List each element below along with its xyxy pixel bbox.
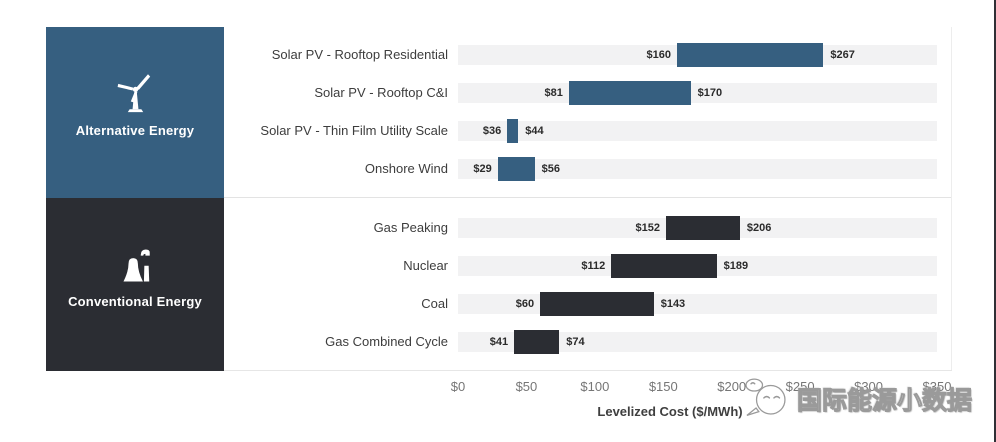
cartoon-face-logo-icon: [742, 375, 794, 424]
min-value-label: $29: [473, 163, 492, 176]
row-label: Gas Combined Cycle: [325, 334, 448, 350]
bar-track: [458, 121, 937, 142]
watermark: 国际能源小数据: [742, 375, 973, 424]
range-bar: [540, 292, 654, 317]
row-label: Solar PV - Thin Film Utility Scale: [260, 123, 448, 139]
bar-track: [458, 332, 937, 353]
wind-turbine-icon: [46, 71, 224, 118]
range-bar: [666, 215, 740, 240]
range-bar: [507, 119, 519, 144]
range-bar: [514, 330, 560, 355]
x-axis-line: [224, 370, 952, 371]
power-plant-icon: [46, 242, 224, 288]
max-value-label: $143: [660, 298, 686, 311]
plot-right-border: [951, 27, 952, 371]
min-value-label: $60: [515, 298, 535, 311]
row-label: Solar PV - Rooftop C&I: [314, 84, 448, 100]
watermark-text: 国际能源小数据: [796, 386, 973, 416]
row-label: Gas Peaking: [373, 219, 448, 235]
min-value-label: $36: [482, 125, 502, 138]
right-edge-line: [994, 0, 996, 442]
group-divider-line: [224, 197, 952, 198]
max-value-label: $74: [566, 336, 585, 349]
sidebar-section-alternative-energy: Alternative Energy: [46, 27, 224, 198]
min-value-label: $81: [544, 86, 563, 99]
max-value-label: $189: [723, 259, 749, 272]
range-bar: [611, 253, 717, 278]
min-value-label: $41: [489, 336, 509, 349]
max-value-label: $56: [541, 163, 560, 176]
sidebar-section-label: Conventional Energy: [68, 294, 202, 309]
max-value-label: $44: [525, 125, 544, 138]
row-label: Onshore Wind: [364, 161, 448, 177]
min-value-label: $160: [646, 48, 671, 61]
x-axis-title: Levelized Cost ($/MWh): [597, 404, 743, 419]
max-value-label: $170: [697, 86, 723, 99]
axis-tick-label: $100: [580, 379, 610, 394]
axis-tick-label: $0: [450, 379, 466, 394]
axis-tick-label: $250: [785, 379, 815, 394]
row-label: Solar PV - Rooftop Residential: [271, 46, 448, 62]
max-value-label: $267: [830, 48, 855, 61]
row-label: Coal: [421, 296, 448, 312]
axis-tick-label: $200: [717, 379, 747, 394]
bar-track: [458, 159, 937, 180]
min-value-label: $152: [635, 221, 661, 234]
max-value-label: $206: [746, 221, 772, 234]
axis-tick-label: $50: [515, 379, 538, 394]
sidebar-section-conventional-energy: Conventional Energy: [46, 198, 224, 371]
axis-tick-label: $150: [648, 379, 678, 394]
range-bar: [676, 42, 824, 67]
axis-tick-label: $350: [922, 379, 952, 394]
range-bar: [568, 80, 691, 105]
row-label: Nuclear: [403, 257, 448, 273]
range-bar: [497, 157, 535, 182]
min-value-label: $112: [581, 259, 606, 272]
sidebar-section-label: Alternative Energy: [75, 123, 195, 138]
axis-tick-label: $300: [854, 379, 884, 394]
